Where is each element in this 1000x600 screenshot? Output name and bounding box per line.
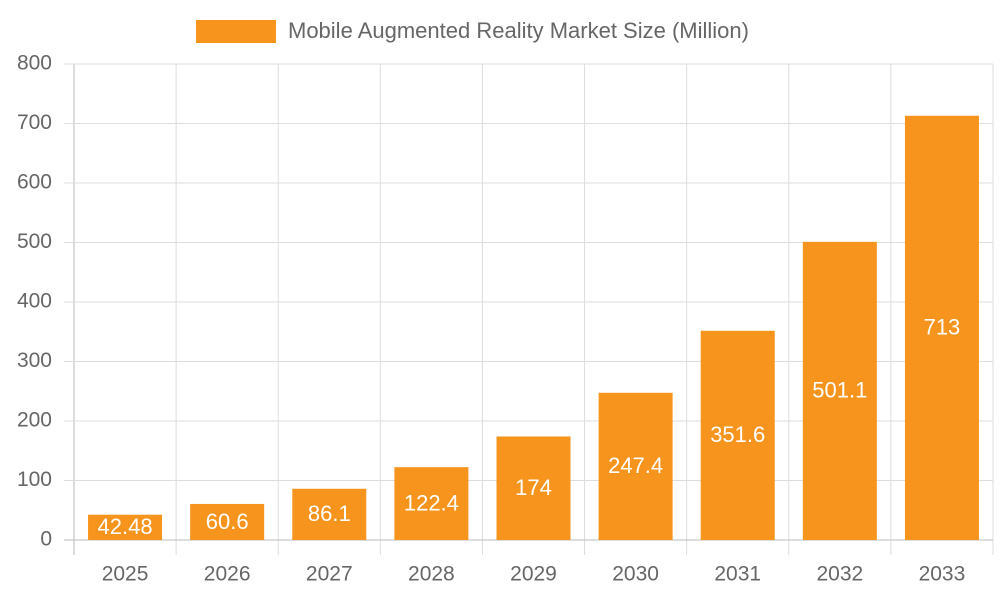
y-tick-label: 100 xyxy=(17,468,52,491)
x-tick-label: 2025 xyxy=(102,563,149,586)
y-tick-label: 0 xyxy=(40,528,52,551)
x-tick-label: 2027 xyxy=(306,563,353,586)
legend-label: Mobile Augmented Reality Market Size (Mi… xyxy=(288,18,749,43)
data-label: 60.6 xyxy=(206,509,249,534)
y-tick-label: 700 xyxy=(17,111,52,134)
x-tick-label: 2029 xyxy=(510,563,557,586)
bar xyxy=(802,241,877,540)
bar xyxy=(190,503,265,540)
data-label: 122.4 xyxy=(404,490,459,515)
x-tick-label: 2031 xyxy=(714,563,761,586)
x-tick-label: 2033 xyxy=(919,563,966,586)
y-tick-label: 600 xyxy=(17,171,52,194)
data-label: 351.6 xyxy=(710,422,765,447)
x-tick-label: 2032 xyxy=(816,563,863,586)
x-tick-label: 2028 xyxy=(408,563,455,586)
data-label: 501.1 xyxy=(812,378,867,403)
y-tick-label: 300 xyxy=(17,349,52,372)
y-tick-label: 800 xyxy=(17,52,52,75)
bar xyxy=(394,467,469,540)
bar xyxy=(904,115,979,540)
y-tick-label: 400 xyxy=(17,290,52,313)
x-tick-label: 2026 xyxy=(204,563,251,586)
y-tick-label: 200 xyxy=(17,409,52,432)
y-tick-label: 500 xyxy=(17,230,52,253)
data-label: 42.48 xyxy=(98,514,153,539)
bar xyxy=(700,330,775,540)
data-label: 174 xyxy=(515,475,552,500)
data-label: 86.1 xyxy=(308,501,351,526)
bar xyxy=(496,436,571,540)
data-label: 247.4 xyxy=(608,453,663,478)
data-label: 713 xyxy=(924,315,961,340)
bar xyxy=(292,488,367,540)
legend-swatch xyxy=(196,20,276,43)
x-tick-label: 2030 xyxy=(612,563,659,586)
bar xyxy=(598,392,673,540)
bar xyxy=(88,514,163,540)
